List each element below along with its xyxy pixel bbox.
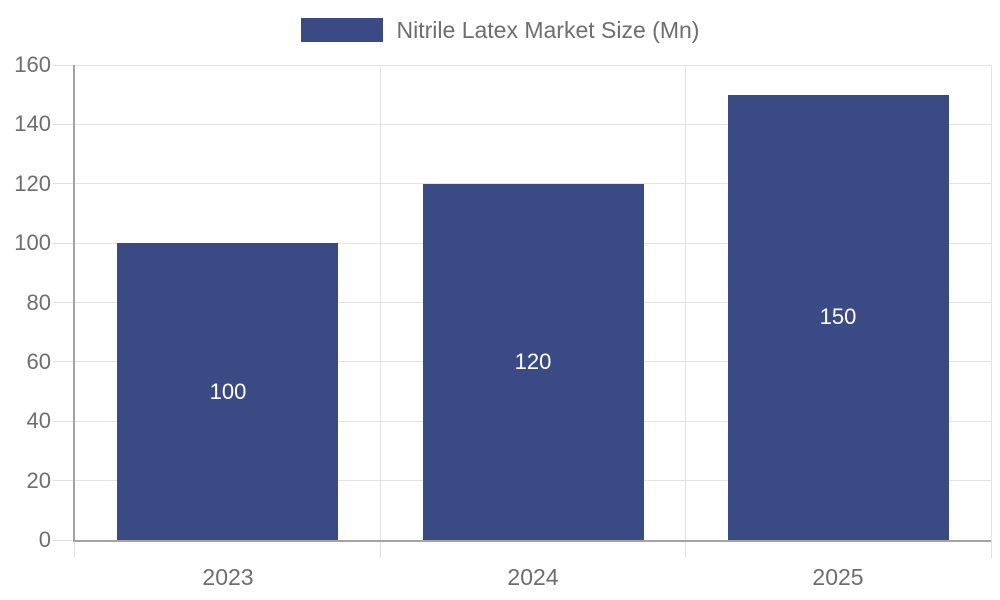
gridline-vertical [685,65,687,540]
gridline-horizontal [75,123,991,125]
y-axis-tick [53,242,75,244]
gridline-vertical [379,65,381,540]
y-axis-tick [53,64,75,66]
chart-legend[interactable]: Nitrile Latex Market Size (Mn) [0,18,1000,42]
y-tick-label: 40 [26,408,51,434]
y-tick-label: 0 [38,527,51,552]
x-axis-tick [73,540,75,558]
bar-2025[interactable] [728,94,949,540]
y-axis-tick [53,302,75,303]
bar-value-label: 120 [514,349,552,374]
y-axis-tick [53,539,75,541]
y-tick-label: 100 [14,230,51,256]
y-tick-label: 120 [14,170,51,196]
y-axis-tick [53,480,75,482]
y-tick-label: 60 [26,348,51,374]
y-tick-label: 140 [14,111,51,137]
y-axis-tick [53,123,75,125]
y-tick-label: 80 [26,289,51,315]
y-axis-tick [53,420,75,422]
bar-2023[interactable] [117,243,338,540]
bar-value-label: 150 [819,304,857,329]
x-axis-tick [685,540,687,558]
y-tick-label: 20 [26,467,51,493]
x-axis-tick [379,540,381,558]
bar-2024[interactable] [423,183,644,540]
y-axis-tick [53,183,75,185]
x-axis-tick [990,540,992,558]
bar-value-label: 100 [209,379,247,404]
y-axis-line [73,65,75,540]
legend-label: Nitrile Latex Market Size (Mn) [396,17,700,43]
y-tick-label: 160 [14,52,51,77]
gridline-vertical [990,65,992,540]
x-tick-label: 2023 [202,564,254,590]
x-axis-line [73,540,991,542]
gridline-horizontal [75,64,991,66]
y-axis-tick [53,361,75,363]
legend-swatch [300,18,383,42]
x-tick-label: 2025 [812,564,864,590]
x-tick-label: 2024 [507,564,559,590]
